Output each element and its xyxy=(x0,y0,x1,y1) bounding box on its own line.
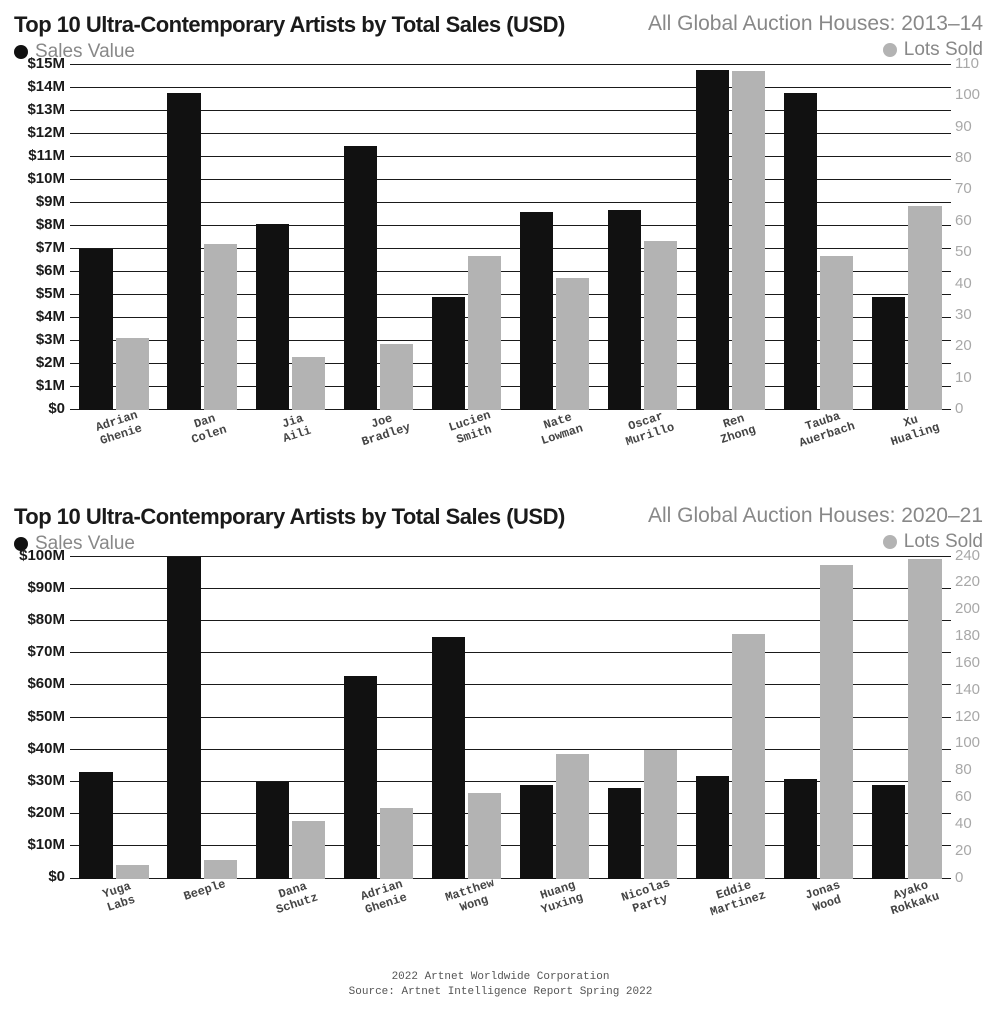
bar-sales xyxy=(520,212,553,410)
bar-group xyxy=(510,754,598,879)
bar-sales xyxy=(696,776,729,879)
x-axis: Yuga LabsBeepleDana SchutzAdrian GhenieM… xyxy=(69,879,951,913)
plot-area xyxy=(69,557,951,879)
bar-lots xyxy=(556,278,589,410)
footer-line-2: Source: Artnet Intelligence Report Sprin… xyxy=(14,985,987,1000)
bar-sales xyxy=(432,637,465,879)
footer-line-1: 2022 Artnet Worldwide Corporation xyxy=(14,970,987,985)
x-axis: Adrian GhenieDan ColenJia AiliJoe Bradle… xyxy=(69,410,951,444)
bar-group xyxy=(687,634,775,878)
bar-group xyxy=(158,93,246,410)
bar-group xyxy=(422,637,510,879)
y-axis-left: $15M$14M$13M$12M$11M$10M$9M$8M$7M$6M$5M$… xyxy=(14,65,69,410)
chart-2013-14: Top 10 Ultra-Contemporary Artists by Tot… xyxy=(14,12,987,490)
bar-group xyxy=(246,224,334,410)
bar-sales xyxy=(608,210,641,410)
bar-group xyxy=(70,249,158,410)
bar-group xyxy=(775,565,863,879)
bar-group xyxy=(863,559,951,878)
bar-sales xyxy=(79,249,112,410)
bar-group xyxy=(246,782,334,879)
bar-sales xyxy=(167,93,200,410)
bar-group xyxy=(863,206,951,410)
bar-group xyxy=(510,212,598,410)
y-axis-right: 240220200180160140120100806040200 xyxy=(951,557,987,879)
bar-group xyxy=(775,93,863,410)
bar-lots xyxy=(732,634,765,878)
bar-sales xyxy=(520,785,553,878)
bar-sales xyxy=(256,224,289,410)
bar-sales xyxy=(696,70,729,410)
chart-subtitle: All Global Auction Houses: 2020–21 xyxy=(648,504,983,528)
chart-header: Top 10 Ultra-Contemporary Artists by Tot… xyxy=(14,12,987,63)
bar-lots xyxy=(908,206,941,410)
plot-area xyxy=(69,65,951,410)
bar-group xyxy=(70,772,158,878)
bars-layer xyxy=(70,557,951,879)
chart-title: Top 10 Ultra-Contemporary Artists by Tot… xyxy=(14,12,565,38)
chart-subtitle: All Global Auction Houses: 2013–14 xyxy=(648,12,983,36)
bar-group xyxy=(599,210,687,410)
bar-sales xyxy=(608,788,641,878)
y-axis-right: 1101009080706050403020100 xyxy=(951,65,987,410)
bar-sales xyxy=(872,297,905,410)
legend-dot-lots xyxy=(883,535,897,549)
bar-sales xyxy=(872,785,905,878)
bar-sales xyxy=(784,93,817,410)
bar-lots xyxy=(820,256,853,410)
bar-group xyxy=(158,557,246,879)
bar-sales xyxy=(344,676,377,879)
bar-sales xyxy=(79,772,112,878)
bar-sales xyxy=(344,146,377,411)
bar-lots xyxy=(644,750,677,879)
bar-group xyxy=(334,146,422,411)
bar-lots xyxy=(380,808,413,879)
bar-sales xyxy=(784,779,817,879)
bars-layer xyxy=(70,65,951,410)
legend-dot-lots xyxy=(883,43,897,57)
bar-lots xyxy=(908,559,941,878)
plot-area-wrap: $15M$14M$13M$12M$11M$10M$9M$8M$7M$6M$5M$… xyxy=(14,65,987,410)
bar-lots xyxy=(644,241,677,410)
bar-lots xyxy=(204,244,237,410)
bar-sales xyxy=(256,782,289,879)
bar-lots xyxy=(468,793,501,879)
plot-area-wrap: $100M$90M$80M$70M$60M$50M$40M$30M$20M$10… xyxy=(14,557,987,879)
legend-dot-sales xyxy=(14,45,28,59)
bar-lots xyxy=(732,71,765,410)
bar-lots xyxy=(820,565,853,879)
y-axis-left: $100M$90M$80M$70M$60M$50M$40M$30M$20M$10… xyxy=(14,557,69,879)
bar-group xyxy=(334,676,422,879)
bar-lots xyxy=(468,256,501,410)
bar-group xyxy=(422,256,510,410)
chart-header: Top 10 Ultra-Contemporary Artists by Tot… xyxy=(14,504,987,555)
bar-group xyxy=(687,70,775,410)
bar-lots xyxy=(556,754,589,879)
chart-title: Top 10 Ultra-Contemporary Artists by Tot… xyxy=(14,504,565,530)
bar-sales xyxy=(167,557,200,879)
bar-group xyxy=(599,750,687,879)
bar-sales xyxy=(432,297,465,410)
chart-2020-21: Top 10 Ultra-Contemporary Artists by Tot… xyxy=(14,504,987,959)
